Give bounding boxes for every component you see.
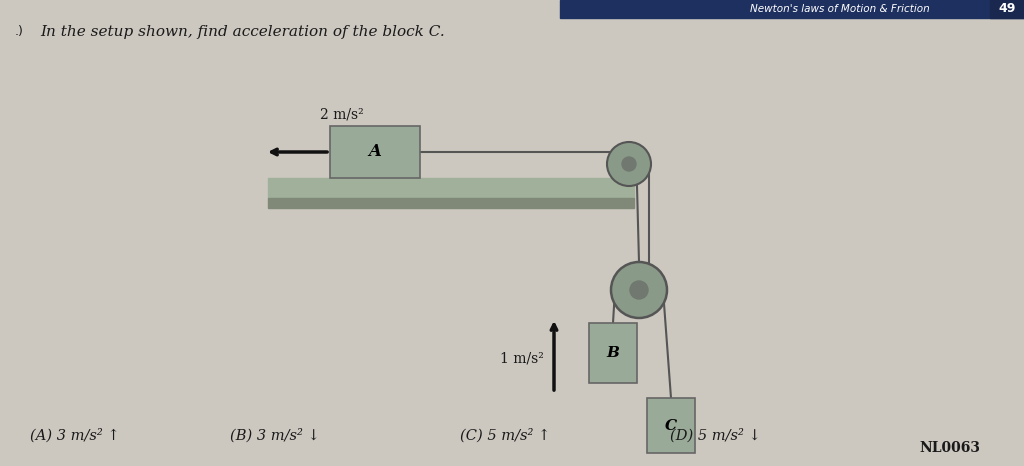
Text: 49: 49 [998, 2, 1016, 15]
Bar [268, 178, 634, 198]
Bar [990, 0, 1024, 18]
Circle shape [622, 157, 636, 171]
Text: 1 m/s²: 1 m/s² [500, 351, 544, 365]
Bar [647, 398, 695, 453]
Text: NL0063: NL0063 [919, 441, 980, 455]
Bar [560, 0, 1024, 18]
Bar [330, 126, 420, 178]
Circle shape [611, 262, 667, 318]
Bar [268, 198, 634, 208]
Text: (D) 5 m/s² ↓: (D) 5 m/s² ↓ [670, 428, 761, 442]
Text: (B) 3 m/s² ↓: (B) 3 m/s² ↓ [230, 428, 319, 442]
Text: B: B [606, 346, 620, 360]
Circle shape [607, 142, 651, 186]
Text: (A) 3 m/s² ↑: (A) 3 m/s² ↑ [30, 428, 120, 442]
Text: (C) 5 m/s² ↑: (C) 5 m/s² ↑ [460, 428, 550, 442]
Text: 2 m/s²: 2 m/s² [319, 107, 364, 121]
Text: In the setup shown, find acceleration of the block C.: In the setup shown, find acceleration of… [40, 25, 444, 39]
Text: C: C [665, 418, 677, 432]
Text: Newton's laws of Motion & Friction: Newton's laws of Motion & Friction [751, 4, 930, 14]
Circle shape [630, 281, 648, 299]
Bar [589, 323, 637, 383]
Text: .): .) [15, 26, 24, 39]
Text: A: A [369, 144, 381, 160]
